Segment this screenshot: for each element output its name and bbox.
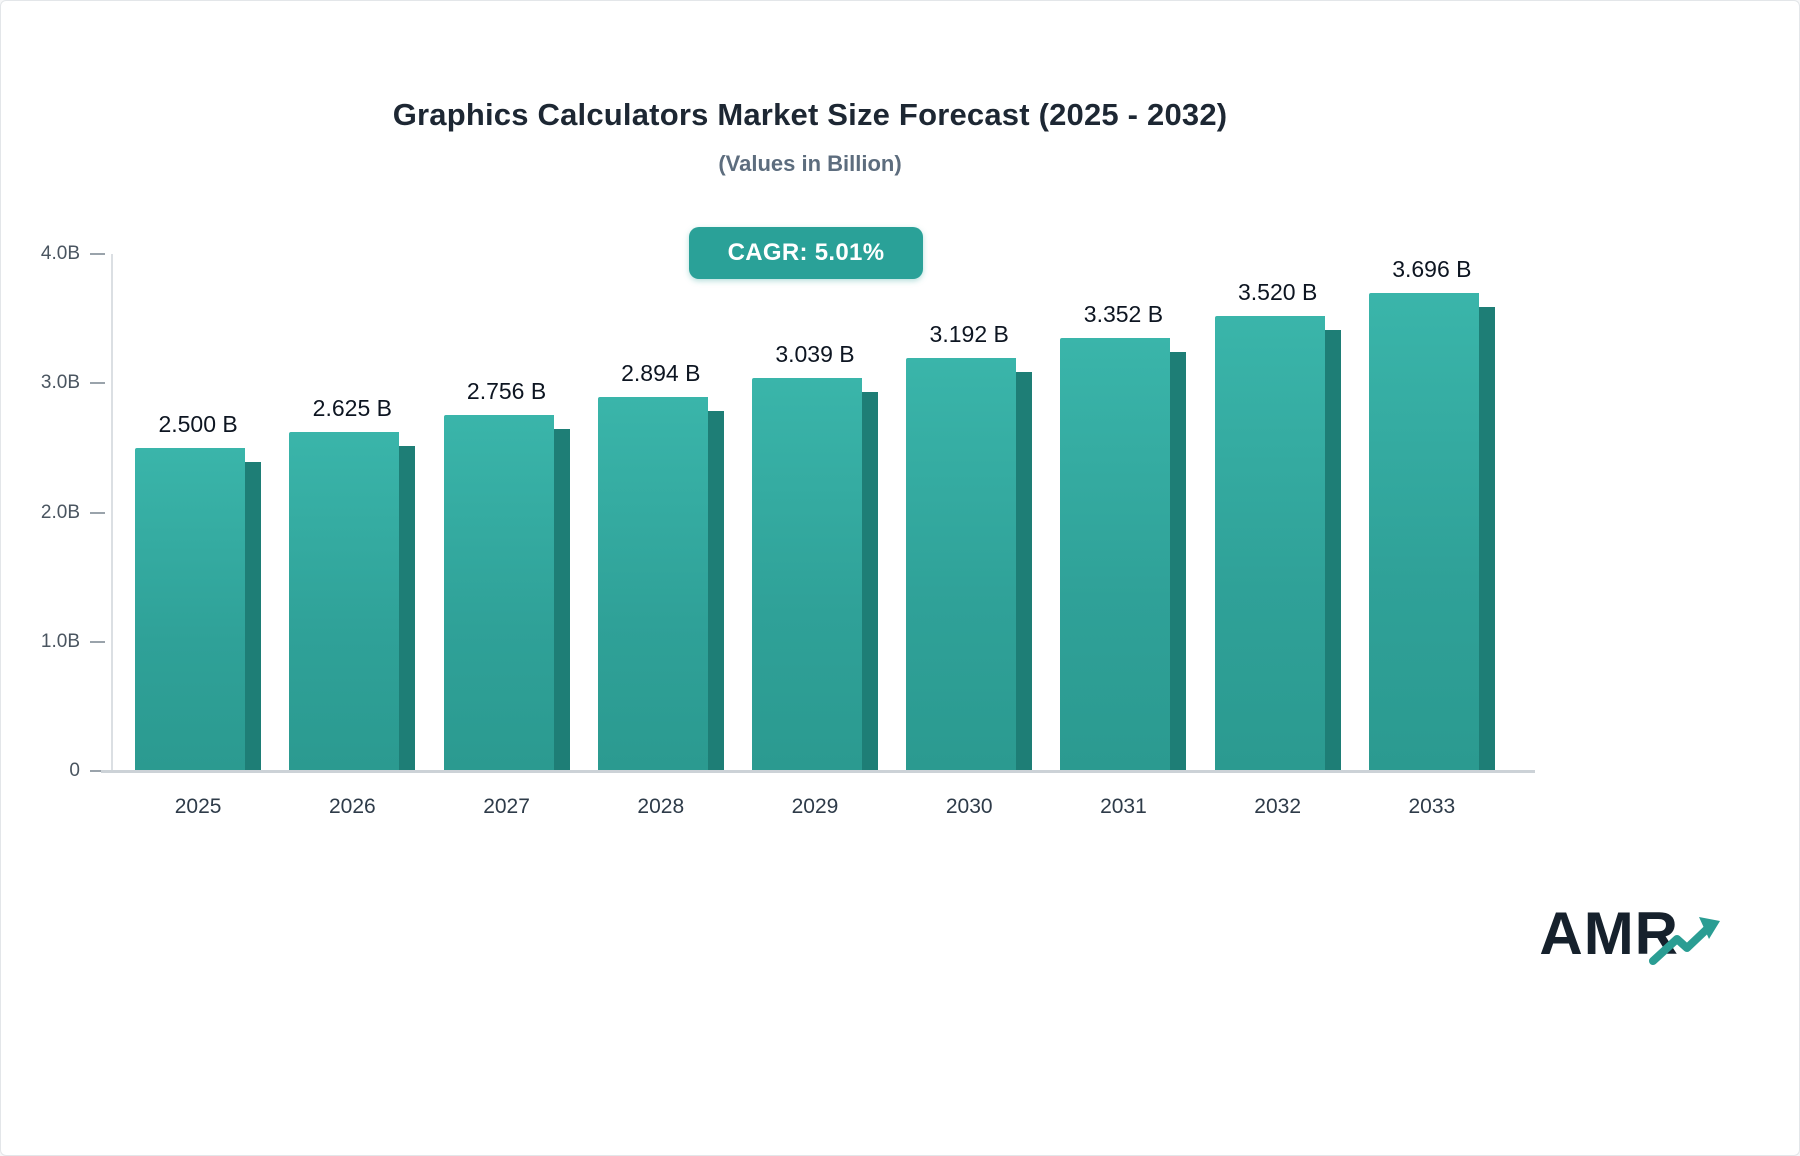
y-tick-mark <box>90 382 105 385</box>
cagr-badge: CAGR: 5.01% <box>689 227 923 279</box>
bar: 2.894 B <box>597 360 724 771</box>
bar-side <box>861 392 878 771</box>
bar: 3.352 B <box>1060 301 1187 771</box>
y-tick-label: 2.0B <box>40 501 80 523</box>
bar-side <box>1170 351 1187 771</box>
bar-value-label: 2.500 B <box>158 410 238 437</box>
bar-face <box>597 396 708 771</box>
bar-group: 2.756 B 2027 <box>429 254 583 818</box>
bar: 2.756 B <box>443 378 570 771</box>
bar-face <box>1060 337 1171 771</box>
bar: 3.039 B <box>751 341 878 771</box>
bar-value-label: 3.039 B <box>775 341 855 368</box>
y-tick-mark <box>90 770 105 772</box>
bar-side <box>399 445 416 771</box>
logo-arrow-icon <box>1649 916 1720 965</box>
amr-logo: AMR <box>1539 899 1721 968</box>
bar-group: 2.625 B 2026 <box>275 254 429 818</box>
chart-subtitle: (Values in Billion) <box>718 151 902 176</box>
x-axis-label: 2032 <box>1254 795 1301 818</box>
x-axis-label: 2026 <box>328 795 376 818</box>
bar-group: 3.520 B 2032 <box>1201 254 1355 818</box>
plot-area: 0 1.0B 2.0B 3.0B 4.0B 2.500 B 2025 2.625 B 2026… <box>41 243 1535 818</box>
bar-value-label: 2.894 B <box>621 359 701 386</box>
y-tick-label: 1.0B <box>40 630 80 652</box>
bars: 2.500 B 2025 2.625 B 2026 2.756 B 2027 2.894 B… <box>121 254 1509 818</box>
y-tick: 2.0B <box>41 502 105 524</box>
bar-group: 3.352 B 2031 <box>1046 254 1200 818</box>
x-axis-line <box>101 770 1535 773</box>
bar-side <box>1478 307 1495 771</box>
y-tick-mark <box>90 640 105 643</box>
bar-face <box>751 378 862 771</box>
bar-group: 3.039 B 2029 <box>738 254 892 818</box>
bar: 2.500 B <box>135 411 262 771</box>
bar-value-label: 2.756 B <box>466 377 547 404</box>
bar-group: 2.894 B 2028 <box>584 254 738 818</box>
bar-face <box>289 431 400 771</box>
bar-face <box>1368 293 1479 771</box>
bar-value-label: 3.520 B <box>1237 279 1318 306</box>
y-tick-mark <box>90 511 105 514</box>
bar-value-label: 2.625 B <box>312 394 392 421</box>
y-tick-mark <box>90 253 105 255</box>
bar-value-label: 3.352 B <box>1083 300 1164 327</box>
bar-group: 3.192 B 2030 <box>892 254 1046 818</box>
bar-value-label: 3.192 B <box>929 321 1009 348</box>
bar: 3.520 B <box>1214 279 1341 771</box>
y-tick-label: 4.0B <box>40 243 80 264</box>
x-axis-label: 2030 <box>945 795 993 818</box>
bar-side <box>1016 372 1033 771</box>
x-axis-label: 2029 <box>791 795 839 818</box>
x-axis-label: 2025 <box>174 795 222 818</box>
bar-value-label: 3.696 B <box>1392 256 1472 283</box>
bar: 2.625 B <box>289 395 416 771</box>
x-axis-label: 2028 <box>637 795 685 818</box>
y-tick: 4.0B <box>41 243 105 265</box>
bar-side <box>553 428 570 771</box>
y-tick: 1.0B <box>41 631 105 653</box>
bar-group: 2.500 B 2025 <box>121 254 275 818</box>
bar-face <box>1214 316 1325 771</box>
chart-header: Graphics Calculators Market Size Forecas… <box>1 97 1619 177</box>
x-axis-label: 2027 <box>483 795 530 818</box>
bar: 3.192 B <box>906 321 1033 771</box>
y-tick-label: 0 <box>69 760 80 781</box>
bar-side <box>245 461 262 771</box>
bar-face <box>906 358 1017 771</box>
bar: 3.696 B <box>1368 256 1495 771</box>
page-title: Graphics Calculators Market Size Forecas… <box>392 97 1228 132</box>
x-axis-label: 2031 <box>1100 795 1147 818</box>
bar-side <box>1324 330 1341 771</box>
y-tick-label: 3.0B <box>40 372 80 394</box>
y-axis: 0 1.0B 2.0B 3.0B 4.0B <box>1 243 105 781</box>
y-tick: 0 <box>69 760 105 782</box>
bar-group: 3.696 B 2033 <box>1355 254 1509 818</box>
bar-face <box>135 447 246 771</box>
y-axis-line <box>111 254 113 771</box>
bar-side <box>707 410 724 771</box>
bar-face <box>443 414 554 771</box>
x-axis-label: 2033 <box>1408 795 1456 818</box>
cagr-label: CAGR: 5.01% <box>727 239 885 266</box>
y-tick: 3.0B <box>41 372 105 394</box>
